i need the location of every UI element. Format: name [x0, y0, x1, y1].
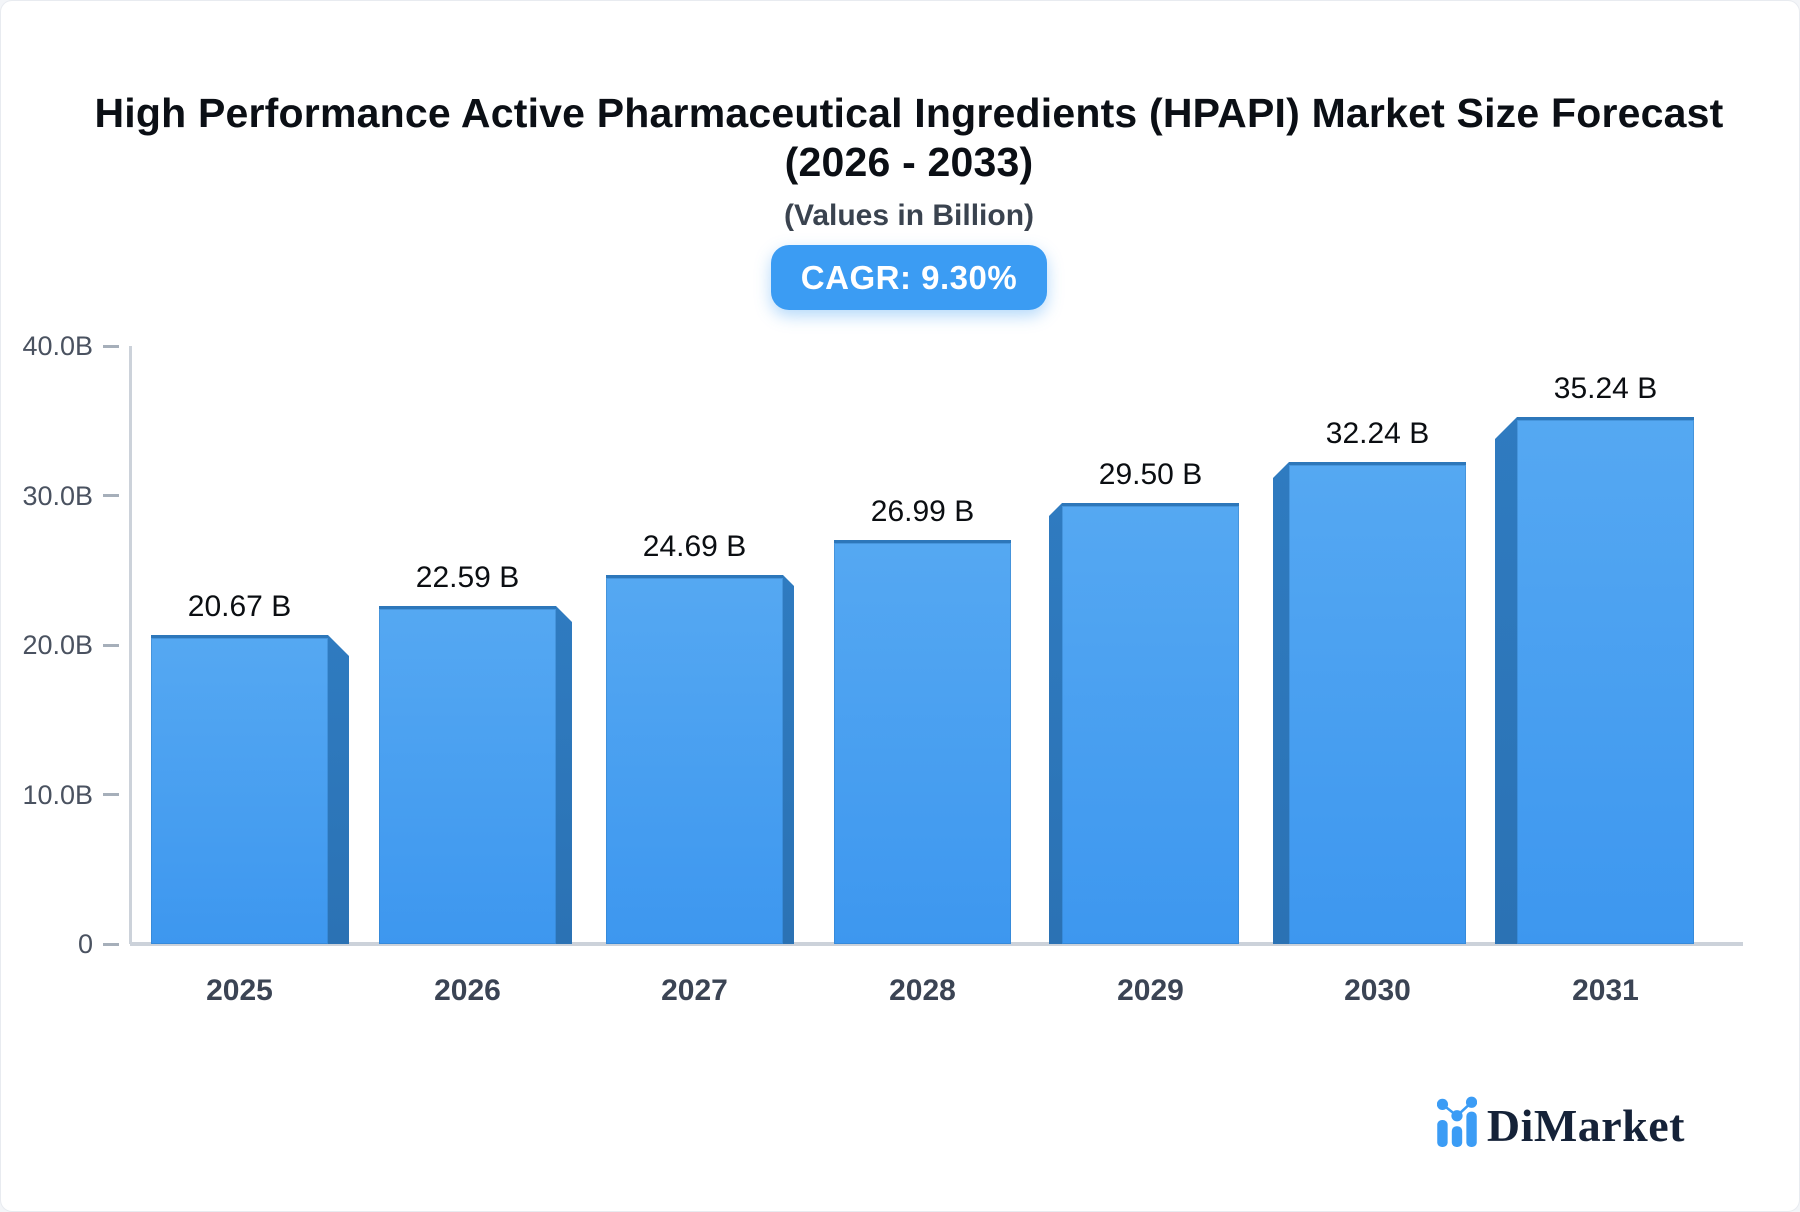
y-axis-label: 20.0B — [22, 630, 93, 660]
bar-side — [556, 606, 572, 944]
bar-line-chart-icon — [1436, 1096, 1477, 1147]
cagr-badge: CAGR: 9.30% — [770, 245, 1048, 311]
bar-value-label: 26.99 B — [870, 495, 975, 528]
x-axis-line — [130, 942, 1743, 946]
chart-subtitle: (Values in Billion) — [783, 199, 1035, 233]
x-axis-label: 2030 — [1344, 974, 1411, 1007]
brand-logo: DiMarket — [1436, 1095, 1685, 1151]
bar-face — [151, 635, 328, 944]
bar-face — [379, 606, 556, 944]
page-title-line1: High Performance Active Pharmaceutical I… — [94, 90, 1724, 136]
bar-side — [1273, 462, 1289, 944]
x-axis-label: 2029 — [1117, 974, 1184, 1007]
y-axis-tick — [103, 793, 119, 796]
bar-side — [1495, 417, 1517, 944]
bar-side — [783, 575, 794, 944]
bar-side — [328, 635, 349, 944]
bar-value-label: 32.24 B — [1325, 417, 1430, 450]
y-axis-label: 0 — [77, 929, 93, 959]
logo-text: DiMarket — [1486, 1099, 1685, 1151]
bar-value-label: 29.50 B — [1098, 458, 1203, 491]
y-axis-line — [129, 346, 132, 944]
x-axis-label: 2027 — [661, 974, 728, 1007]
bar-face — [1289, 462, 1466, 944]
x-axis-label: 2031 — [1572, 974, 1639, 1007]
chart-header: High Performance Active Pharmaceutical I… — [19, 89, 1799, 311]
y-axis-label: 10.0B — [22, 779, 93, 810]
bar-value-label: 35.24 B — [1553, 372, 1658, 405]
bar-value-label: 22.59 B — [415, 561, 520, 594]
bar-side — [1049, 503, 1062, 944]
x-axis-label: 2028 — [889, 974, 956, 1007]
bar-value-label: 20.67 B — [187, 590, 292, 623]
y-axis-tick — [103, 942, 119, 946]
y-axis-tick — [103, 643, 119, 647]
bar-face — [1517, 417, 1694, 944]
bar-face — [834, 540, 1011, 944]
x-axis-label: 2025 — [206, 974, 273, 1007]
page-title-line2: (2026 - 2033) — [784, 139, 1034, 186]
y-axis-tick — [103, 344, 119, 348]
x-axis-label: 2026 — [434, 974, 501, 1007]
y-axis-label: 40.0B — [22, 331, 93, 361]
y-axis-label: 30.0B — [22, 480, 93, 511]
bar-face — [1062, 503, 1239, 944]
bar-value-label: 24.69 B — [642, 530, 747, 563]
y-axis-tick — [103, 494, 119, 497]
bar-face — [606, 575, 783, 944]
